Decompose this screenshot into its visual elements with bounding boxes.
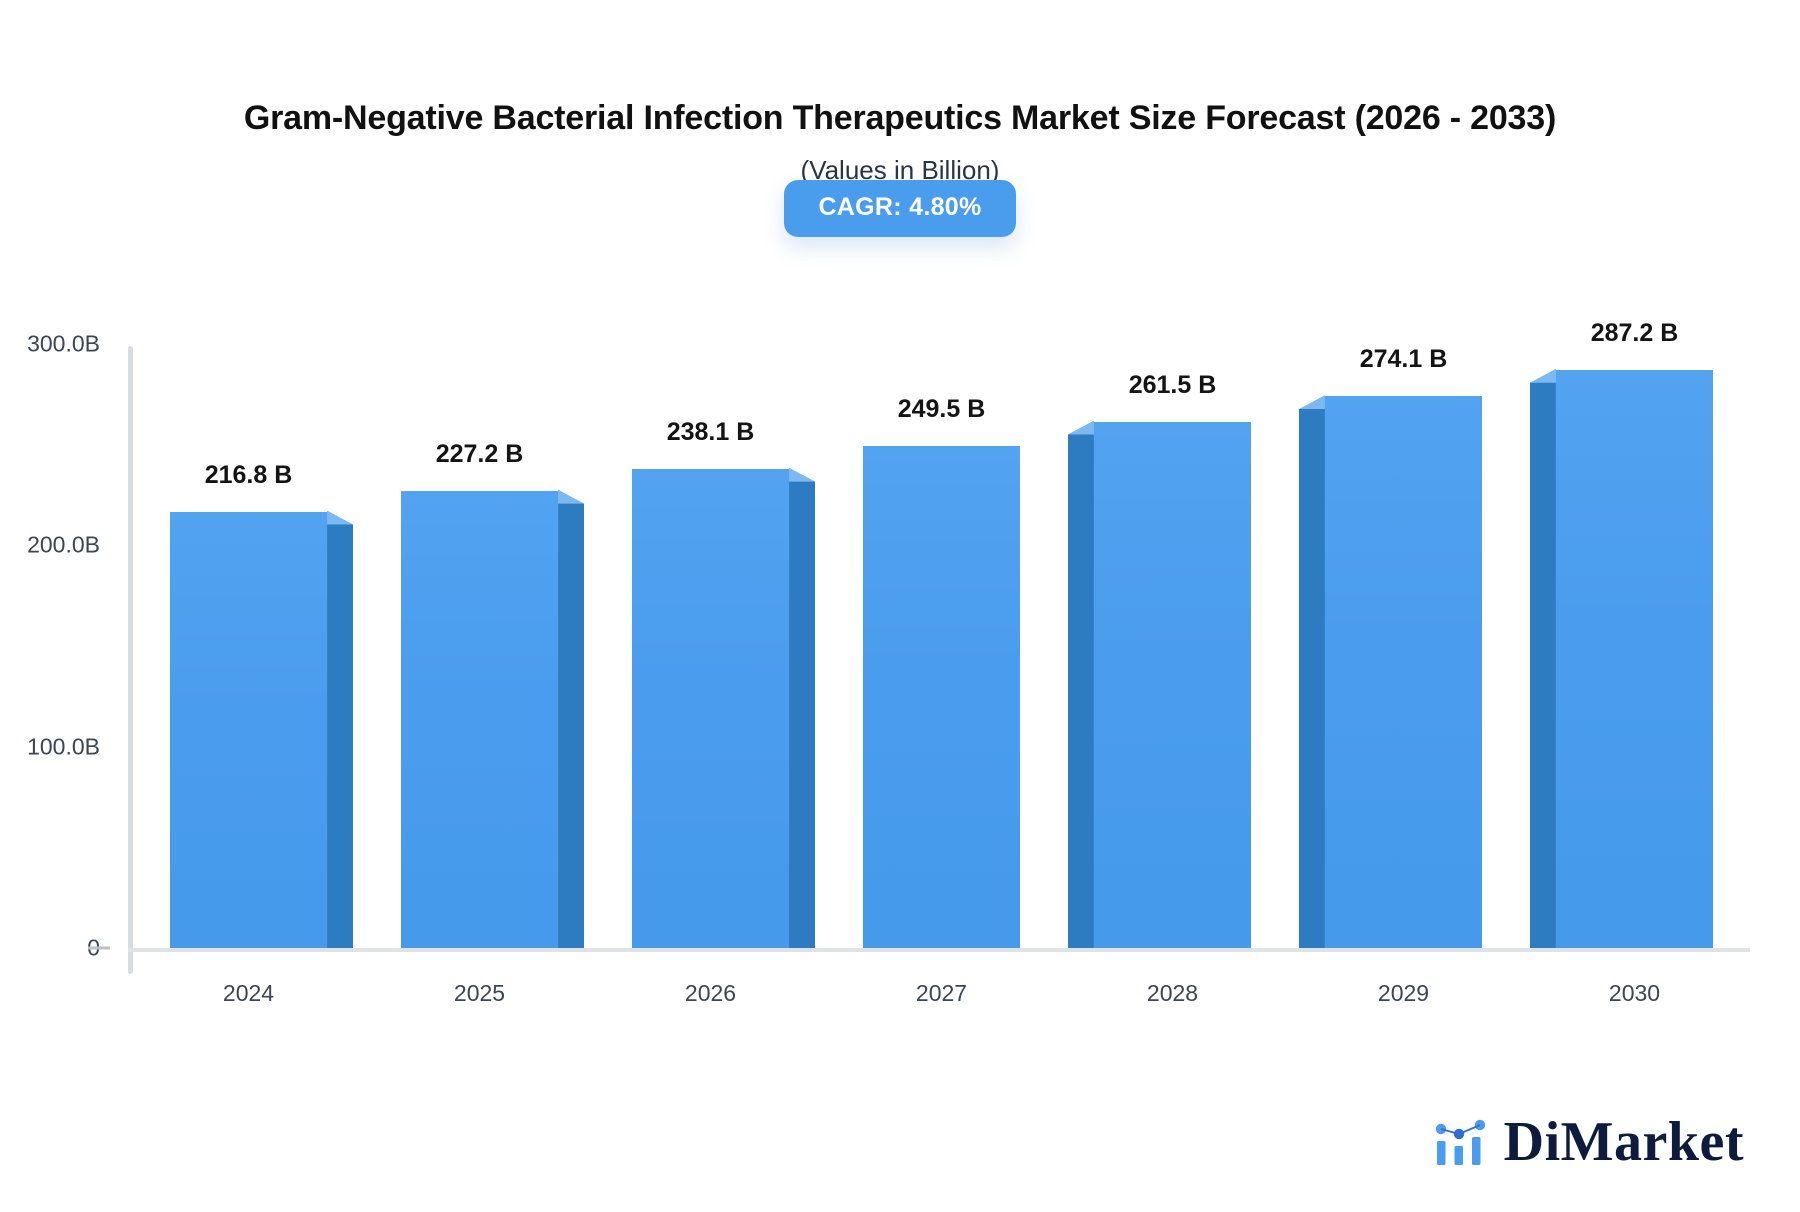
bar-side-face (789, 468, 816, 948)
bar-chart-icon (1435, 1119, 1485, 1165)
bar-value-label: 261.5 B (1128, 370, 1217, 399)
chart-title: Gram-Negative Bacterial Infection Therap… (243, 99, 1557, 137)
y-axis-line (128, 346, 133, 974)
x-axis-tick-label: 2024 (222, 980, 275, 1006)
bar-top-face (1529, 368, 1556, 383)
bar[interactable] (1529, 368, 1714, 948)
x-axis-tick-label: 2025 (453, 980, 506, 1006)
bars-layer: 216.8 B 227.2 B 238.1 B 249.5 B 261.5 B 274.1… (133, 319, 1750, 952)
x-axis-tick-label: 2030 (1608, 980, 1661, 1006)
bar-value-label: 216.8 B (204, 460, 293, 489)
bar[interactable] (631, 467, 816, 948)
bar-group[interactable]: 238.1 B (631, 326, 816, 948)
bar-value-label: 227.2 B (435, 439, 524, 468)
bar-front-face (631, 468, 790, 948)
bar-front-face (1093, 421, 1252, 948)
x-axis-tick-label: 2026 (684, 980, 737, 1006)
bar[interactable] (862, 445, 1021, 948)
bar-group[interactable]: 216.8 B (169, 326, 354, 948)
x-axis-labels: 2024 2025 2026 2027 2028 2029 2030 (133, 980, 1750, 1020)
bar-value-label: 238.1 B (666, 417, 755, 446)
bar-front-face (1324, 396, 1483, 948)
y-axis-tick-mark (88, 946, 110, 950)
bar-top-face (1298, 395, 1325, 410)
bar-side-face (558, 490, 585, 948)
bar-group[interactable]: 227.2 B (400, 326, 585, 948)
bar-top-face (789, 467, 816, 482)
x-axis-tick-label: 2029 (1377, 980, 1430, 1006)
y-axis-tick-label: 100.0B (27, 733, 100, 760)
bar-front-face (862, 445, 1021, 948)
bar[interactable] (169, 510, 354, 948)
y-axis-tick-label: 300.0B (27, 330, 100, 357)
bar-front-face (169, 511, 328, 948)
y-axis-tick-label: 200.0B (27, 531, 100, 558)
x-axis-tick-label: 2028 (1146, 980, 1199, 1006)
bar-side-face (1529, 369, 1556, 948)
bar-value-label: 274.1 B (1359, 345, 1448, 374)
bar-top-face (558, 489, 585, 504)
logo-text: DiMarket (1503, 1111, 1744, 1173)
cagr-badge: CAGR: 4.80% (784, 180, 1016, 238)
bar-value-label: 287.2 B (1590, 318, 1679, 347)
cagr-badge-wrapper: CAGR: 4.80% (0, 180, 1800, 238)
dimarket-logo: DiMarket (1434, 1114, 1744, 1170)
bar-front-face (400, 490, 559, 948)
chart-header: Gram-Negative Bacterial Infection Therap… (0, 96, 1800, 238)
bar-top-face (1067, 420, 1094, 435)
x-axis-tick-label: 2027 (915, 980, 968, 1006)
bar-group[interactable]: 261.5 B (1067, 326, 1252, 948)
x-axis-line (128, 948, 1750, 952)
bar[interactable] (1298, 395, 1483, 948)
chart-subtitle: (Values in Billion) (800, 154, 1000, 185)
bar-side-face (1067, 421, 1094, 948)
bar[interactable] (400, 489, 585, 948)
bar-group[interactable]: 249.5 B (862, 326, 1021, 948)
bar-group[interactable]: 274.1 B (1298, 326, 1483, 948)
bar[interactable] (1067, 420, 1252, 948)
bar-front-face (1555, 369, 1714, 948)
bar-group[interactable]: 287.2 B (1529, 319, 1714, 948)
bar-top-face (327, 510, 354, 525)
bar-side-face (1298, 396, 1325, 948)
bar-value-label: 249.5 B (897, 394, 986, 423)
bar-side-face (327, 511, 354, 948)
